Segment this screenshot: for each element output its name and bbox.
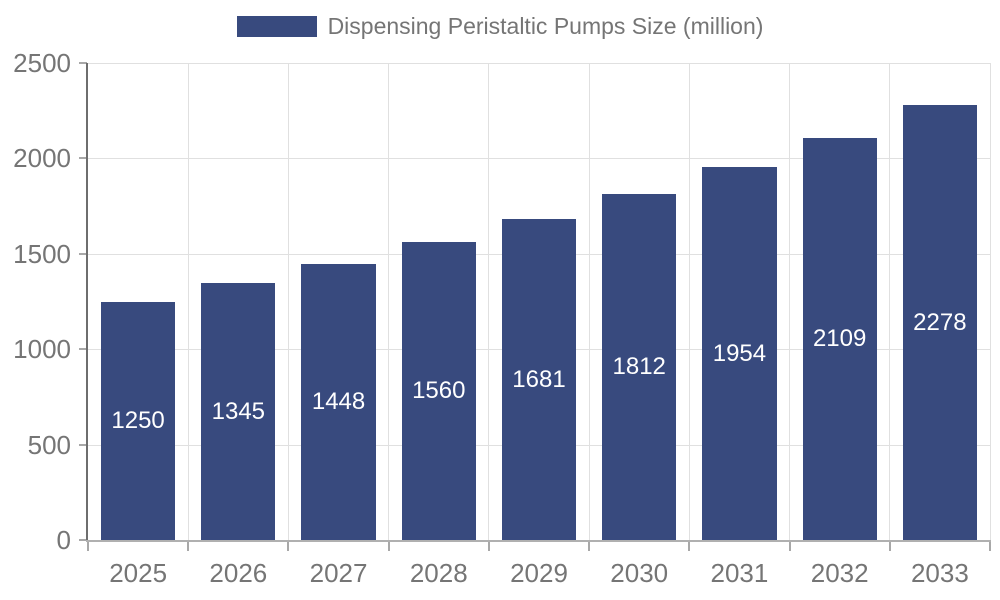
bar-2028: 1560 bbox=[401, 242, 476, 540]
bar-2030: 1812 bbox=[602, 194, 677, 540]
bar-2027: 1448 bbox=[301, 263, 376, 540]
gridline-vertical bbox=[588, 63, 590, 540]
bar-2025: 1250 bbox=[101, 301, 176, 540]
y-tick-mark bbox=[79, 62, 87, 64]
bar-2029: 1681 bbox=[501, 219, 577, 540]
y-tick-label: 1500 bbox=[13, 238, 71, 269]
x-tick-mark bbox=[688, 542, 691, 551]
x-tick-label: 2030 bbox=[610, 558, 669, 588]
legend-label: Dispensing Peristaltic Pumps Size (milli… bbox=[327, 12, 764, 39]
legend-swatch-icon bbox=[236, 15, 317, 37]
bar-2031: 1954 bbox=[702, 167, 777, 540]
x-tick-mark bbox=[888, 542, 891, 551]
bar-value-label: 1812 bbox=[612, 353, 666, 381]
gridline-vertical bbox=[989, 63, 991, 540]
y-tick-mark bbox=[79, 348, 87, 351]
x-tick-mark bbox=[588, 542, 591, 551]
bar-2033: 2278 bbox=[902, 105, 977, 540]
gridline-vertical bbox=[187, 63, 189, 540]
bar-value-label: 1954 bbox=[712, 339, 767, 367]
y-axis-line bbox=[86, 63, 88, 542]
y-tick-mark bbox=[79, 157, 87, 160]
x-tick-mark bbox=[287, 542, 290, 551]
y-tick-label: 1000 bbox=[13, 334, 71, 365]
bar-value-label: 1250 bbox=[111, 406, 165, 434]
gridline-vertical bbox=[789, 63, 791, 540]
y-tick-label: 500 bbox=[27, 429, 71, 460]
x-tick-label: 2031 bbox=[710, 558, 769, 588]
y-tick-label: 2500 bbox=[13, 48, 71, 78]
y-tick-mark bbox=[79, 443, 87, 446]
bar-value-label: 1448 bbox=[311, 387, 366, 415]
bar-value-label: 1681 bbox=[512, 365, 566, 393]
x-tick-label: 2029 bbox=[510, 558, 568, 588]
bar-value-label: 1345 bbox=[211, 397, 266, 425]
bar-2032: 2109 bbox=[802, 137, 877, 540]
plot-area: 1250 1345 1448 1560 1681 1812 1954 2109 2278 bbox=[88, 63, 991, 540]
x-tick-label: 2025 bbox=[109, 558, 168, 588]
y-axis: 0 500 1000 1500 2000 2500 bbox=[0, 50, 87, 553]
x-tick-label: 2026 bbox=[209, 558, 268, 588]
bar-value-label: 1560 bbox=[412, 377, 466, 405]
x-tick-label: 2027 bbox=[309, 558, 368, 588]
x-tick-mark bbox=[187, 542, 190, 551]
gridline-vertical bbox=[889, 63, 891, 540]
gridline-horizontal bbox=[88, 63, 990, 64]
x-tick-label: 2032 bbox=[810, 558, 869, 588]
x-tick-mark bbox=[788, 542, 791, 551]
bar-value-label: 2278 bbox=[913, 308, 967, 336]
gridline-vertical bbox=[688, 63, 690, 540]
x-axis: 2025 2026 2027 2028 2029 2030 2031 2032 2033 bbox=[87, 542, 991, 598]
gridline-vertical bbox=[287, 63, 289, 540]
y-tick-label: 0 bbox=[56, 525, 71, 555]
y-tick-label: 2000 bbox=[13, 143, 71, 174]
y-tick-mark bbox=[79, 539, 87, 541]
legend[interactable]: Dispensing Peristaltic Pumps Size (milli… bbox=[0, 11, 1000, 41]
gridline-horizontal bbox=[88, 158, 990, 160]
x-tick-mark bbox=[487, 542, 490, 551]
bar-2026: 1345 bbox=[201, 283, 276, 540]
y-tick-mark bbox=[79, 252, 87, 255]
bar-value-label: 2109 bbox=[812, 324, 867, 352]
x-tick-mark bbox=[87, 542, 89, 551]
gridline-vertical bbox=[488, 63, 490, 540]
x-tick-label: 2028 bbox=[409, 558, 468, 588]
x-tick-label: 2033 bbox=[910, 558, 969, 588]
x-tick-mark bbox=[387, 542, 390, 551]
x-axis-line bbox=[86, 540, 991, 542]
gridline-vertical bbox=[388, 63, 390, 540]
x-tick-mark bbox=[989, 542, 991, 551]
